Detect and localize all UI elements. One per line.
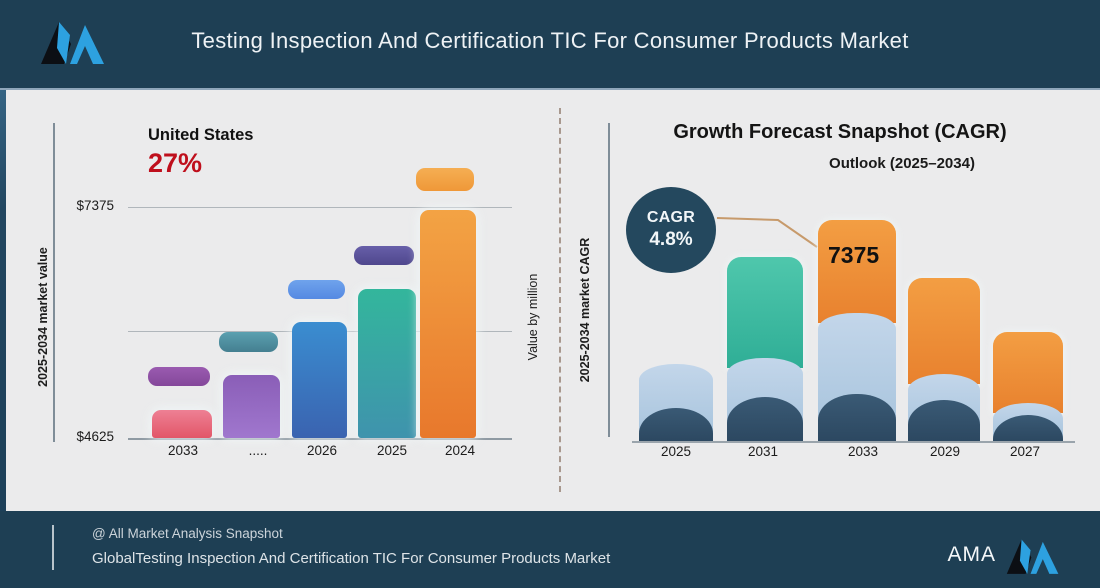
right-chart-y-axis-line <box>608 123 610 437</box>
brand-name: AMA <box>947 543 996 566</box>
left-chart-bar <box>152 409 212 438</box>
left-chart-bar-cap <box>219 331 278 352</box>
right-chart-x-tick: 2033 <box>847 444 879 459</box>
right-chart-base-segment <box>908 400 980 441</box>
footer: @ All Market Analysis Snapshot GlobalTes… <box>0 511 1100 588</box>
left-chart-y-axis-line <box>53 123 55 442</box>
bar-value-label: 7375 <box>828 242 880 268</box>
panel-divider <box>559 108 561 492</box>
right-chart-x-tick: 2029 <box>929 444 961 459</box>
left-chart-x-tick: 2026 <box>306 443 338 458</box>
cagr-badge-label: CAGR <box>646 209 696 226</box>
left-chart-bar <box>420 209 476 438</box>
footer-divider <box>52 525 54 570</box>
ama-logo-icon <box>41 22 104 64</box>
left-chart-bar-cap <box>288 280 345 299</box>
left-chart-x-tick: 2024 <box>444 443 476 458</box>
value-axis-title: Value by million <box>526 273 540 361</box>
right-chart-top-segment <box>908 278 980 384</box>
right-chart-y-axis-title: 2025-2034 market CAGR <box>578 237 592 383</box>
right-chart-baseline <box>632 441 1075 443</box>
page-title: Testing Inspection And Certification TIC… <box>191 28 909 53</box>
right-chart-base-segment <box>818 394 896 441</box>
footer-texts: @ All Market Analysis Snapshot GlobalTes… <box>92 526 610 567</box>
left-chart-heading: United States 27% <box>148 126 253 179</box>
left-chart-x-tick: ..... <box>248 443 268 458</box>
left-chart-gridline <box>128 207 512 208</box>
right-chart-top-segment <box>818 220 896 323</box>
footer-report-title: GlobalTesting Inspection And Certificati… <box>92 550 611 567</box>
left-chart-bar-cap <box>148 367 210 386</box>
left-chart-x-tick: 2025 <box>376 443 408 458</box>
footer-snapshot-note: @ All Market Analysis Snapshot <box>92 526 283 541</box>
right-chart-base-segment <box>639 408 713 441</box>
right-chart-x-tick: 2025 <box>660 444 692 459</box>
left-chart-y-axis-title: 2025-2034 market value <box>36 247 50 387</box>
left-chart-baseline <box>128 438 512 440</box>
highlight-percent: 27% <box>148 148 203 178</box>
ama-logo-icon <box>1006 539 1059 574</box>
right-chart-subtitle: Outlook (2025–2034) <box>829 155 975 172</box>
right-chart-x-tick: 2031 <box>747 444 779 459</box>
left-chart-bar-cap <box>354 246 414 265</box>
left-chart-bar <box>223 375 280 438</box>
header: Testing Inspection And Certification TIC… <box>0 0 1100 90</box>
right-chart-top-segment <box>727 257 803 368</box>
right-chart-title: Growth Forecast Snapshot (CAGR) <box>673 121 1007 143</box>
left-chart-y-tick: $4625 <box>76 429 114 444</box>
badge-connector-line <box>716 217 818 248</box>
left-chart-x-tick: 2033 <box>167 443 199 458</box>
left-chart-bar <box>292 322 347 438</box>
country-label: United States <box>148 126 254 144</box>
right-chart-x-tick: 2027 <box>1009 444 1041 459</box>
content-panel: 2025-2034 market value United States 27%… <box>6 90 1100 511</box>
left-chart-bar-cap <box>416 167 474 192</box>
footer-brand: AMA <box>947 533 1060 577</box>
left-chart-y-tick: $7375 <box>76 198 114 213</box>
right-chart-base-segment <box>727 397 803 441</box>
cagr-badge: CAGR 4.8% <box>626 187 716 273</box>
left-chart-bar <box>358 288 416 438</box>
right-chart-top-segment <box>993 332 1063 413</box>
cagr-badge-value: 4.8% <box>649 229 693 250</box>
